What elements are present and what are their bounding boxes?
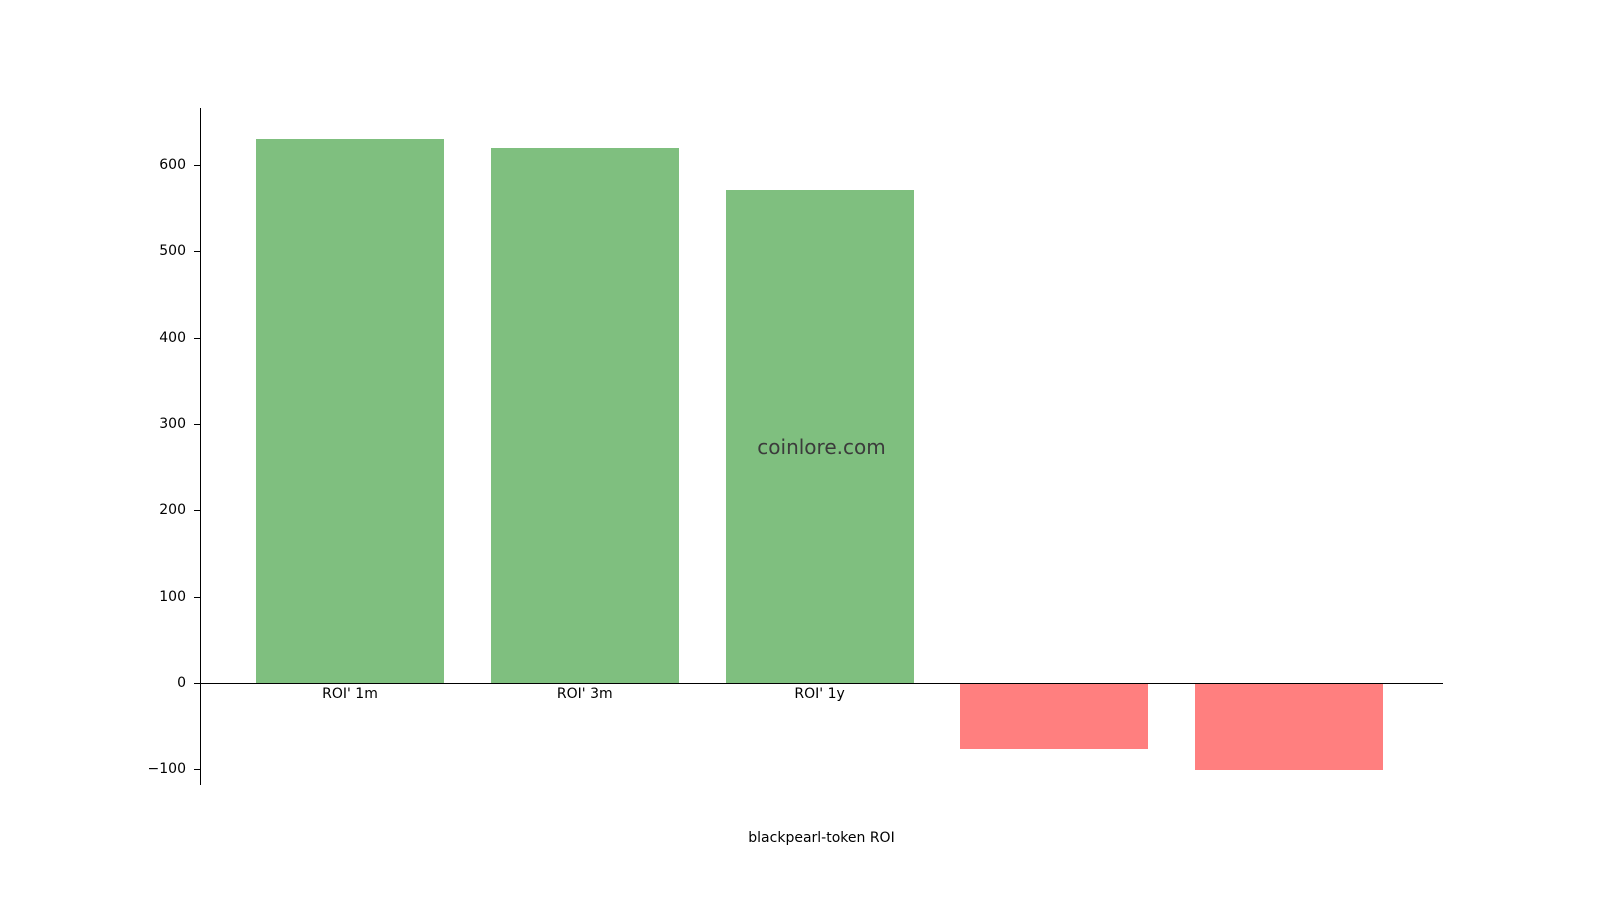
y-axis-line — [200, 108, 201, 785]
y-tick-label: −100 — [147, 761, 186, 778]
bar-roi-1m — [256, 139, 444, 684]
y-tick-label: 400 — [159, 329, 186, 346]
chart-title: blackpearl-token ROI — [748, 830, 895, 846]
x-tick-label: ROI' 1m — [322, 686, 378, 703]
y-tick-mark — [194, 769, 200, 771]
y-tick-label: 100 — [159, 588, 186, 605]
y-tick-mark — [194, 596, 200, 598]
y-tick-mark — [194, 164, 200, 166]
y-tick-mark — [194, 510, 200, 512]
y-tick-mark — [194, 683, 200, 685]
bar-unlabeled-5 — [1195, 684, 1384, 771]
y-tick-mark — [194, 337, 200, 339]
y-tick-label: 300 — [159, 416, 186, 433]
x-tick-label: ROI' 3m — [556, 686, 613, 703]
x-axis-zero-line — [200, 683, 1443, 684]
bar-roi-3m — [490, 147, 679, 684]
bar-roi-1y — [725, 190, 914, 684]
watermark-text: coinlore.com — [757, 435, 886, 459]
y-tick-label: 500 — [159, 243, 186, 260]
y-tick-label: 0 — [177, 675, 186, 692]
bar-unlabeled-4 — [960, 684, 1149, 749]
x-tick-label: ROI' 1y — [794, 686, 845, 703]
y-tick-mark — [194, 424, 200, 426]
y-tick-label: 600 — [159, 156, 186, 173]
y-tick-label: 200 — [159, 502, 186, 519]
y-tick-mark — [194, 251, 200, 253]
